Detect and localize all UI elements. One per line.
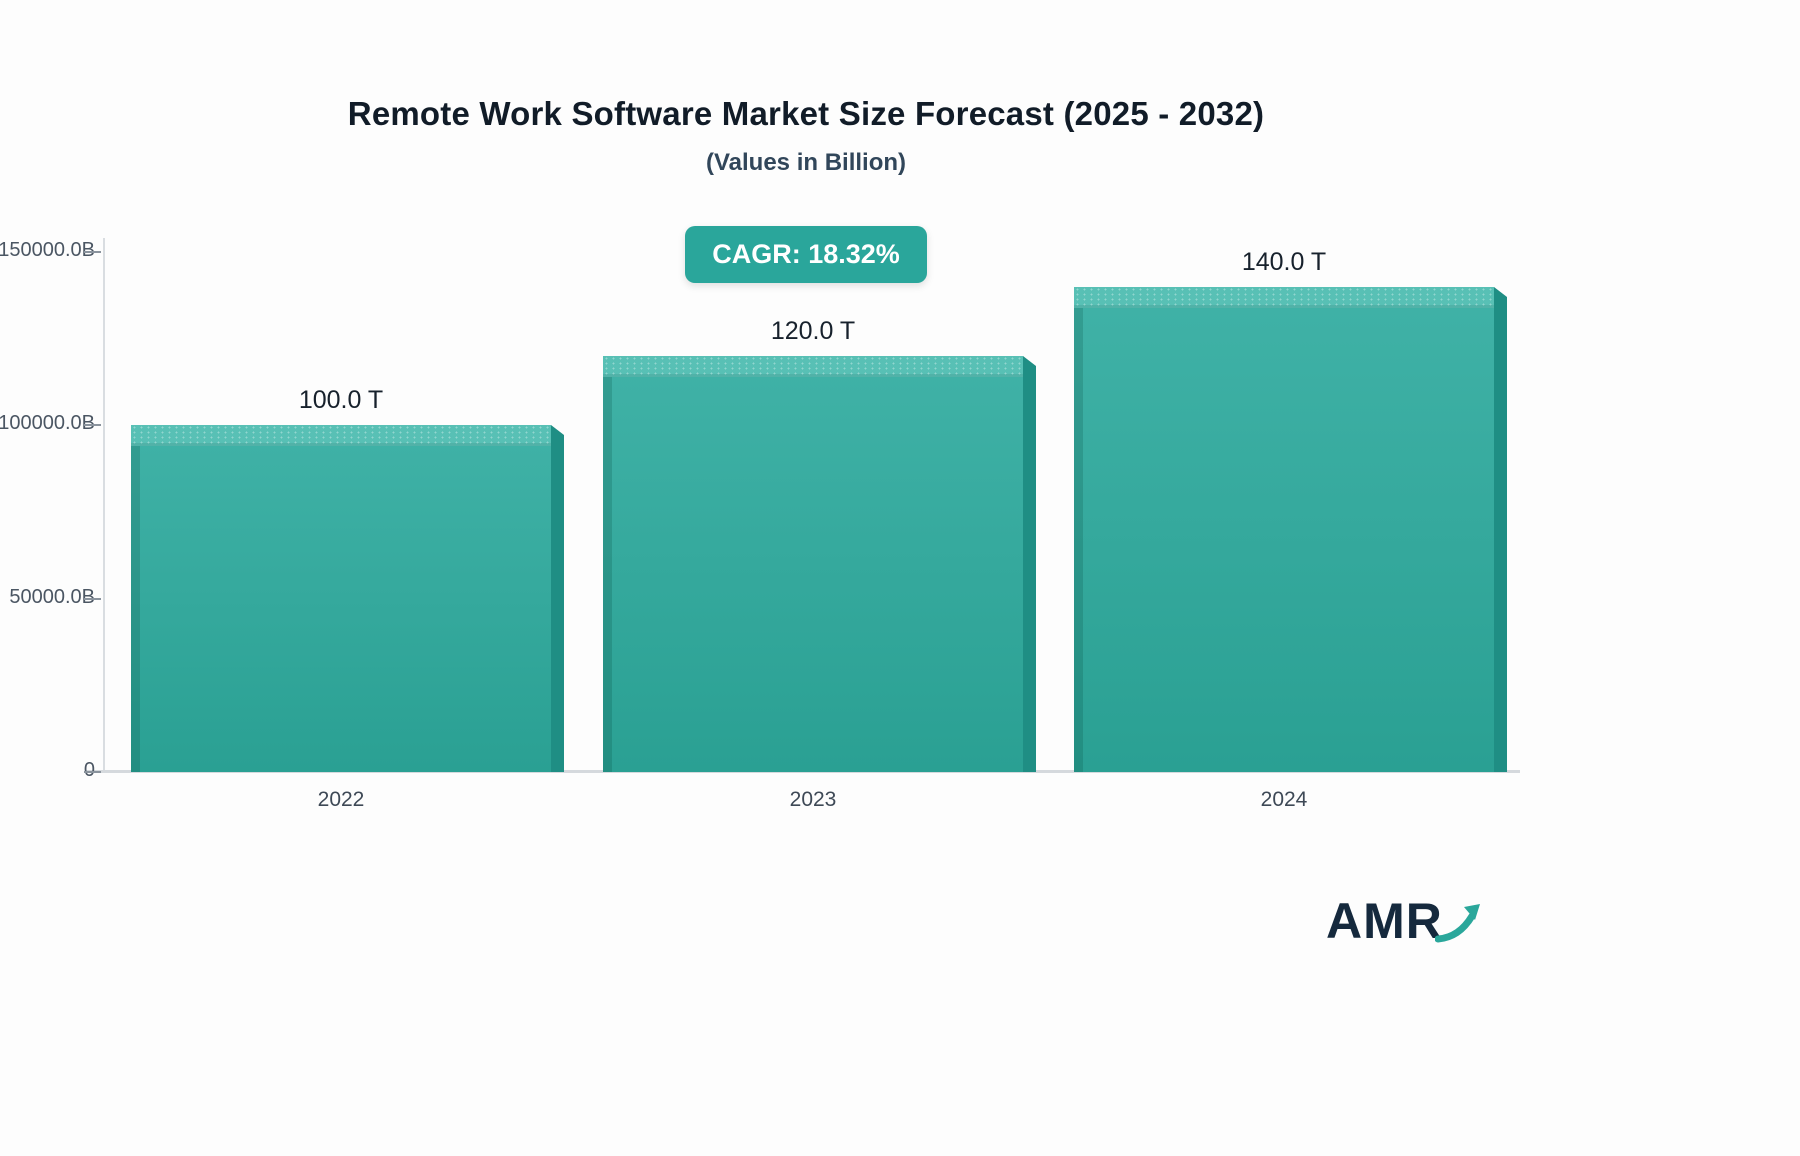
amr-logo: AMR: [1326, 892, 1481, 950]
bar-left-edge: [603, 356, 612, 772]
y-axis-tick-label: 50000.0B: [9, 585, 95, 608]
bar-top-band: [1074, 287, 1494, 308]
bar-top-band: [131, 425, 551, 446]
bar-left-edge: [131, 425, 140, 772]
y-axis-line: [103, 238, 105, 772]
bar-value-label: 100.0 T: [298, 386, 384, 414]
bar-2024: 140.0 T: [1074, 249, 1507, 772]
bar-side-shadow: [1023, 356, 1036, 772]
bar-2022: 100.0 T: [131, 387, 564, 772]
chart-subtitle: (Values in Billion): [705, 149, 907, 176]
y-axis-tick-mark: [84, 597, 101, 600]
amr-logo-arrow-icon: [1434, 904, 1480, 943]
bar-body: [1074, 287, 1494, 772]
bar-2023: 120.0 T: [603, 318, 1036, 772]
cagr-badge-row: CAGR: 18.32%: [0, 226, 1612, 283]
bar-body: [603, 356, 1023, 772]
x-axis-label: 2024: [1260, 788, 1308, 811]
x-axis-label: 2022: [317, 788, 365, 811]
bar-value-label: 140.0 T: [1241, 248, 1327, 276]
y-axis-tick-label: 150000.0B: [0, 239, 95, 261]
bar-side-shadow: [551, 425, 564, 772]
amr-logo-text: AMR: [1326, 893, 1443, 949]
bar-side-shadow: [1494, 287, 1507, 772]
chart-title: Remote Work Software Market Size Forecas…: [347, 95, 1265, 132]
cagr-badge: CAGR: 18.32%: [685, 226, 927, 283]
bar-left-edge: [1074, 287, 1083, 772]
y-axis-tick-label: 0: [83, 759, 95, 781]
bar-value-label: 120.0 T: [770, 317, 856, 345]
y-axis-tick-label: 100000.0B: [0, 412, 95, 435]
bar-top-band: [603, 356, 1023, 377]
y-axis-tick-mark: [84, 251, 101, 253]
y-axis-tick-mark: [84, 771, 101, 773]
x-axis-label: 2023: [789, 788, 837, 811]
plot-area: 100.0 T 2022 120.0 T 2023 140.0 T 2024: [105, 249, 1520, 811]
bar-body: [131, 425, 551, 772]
y-axis-tick-mark: [84, 424, 101, 427]
